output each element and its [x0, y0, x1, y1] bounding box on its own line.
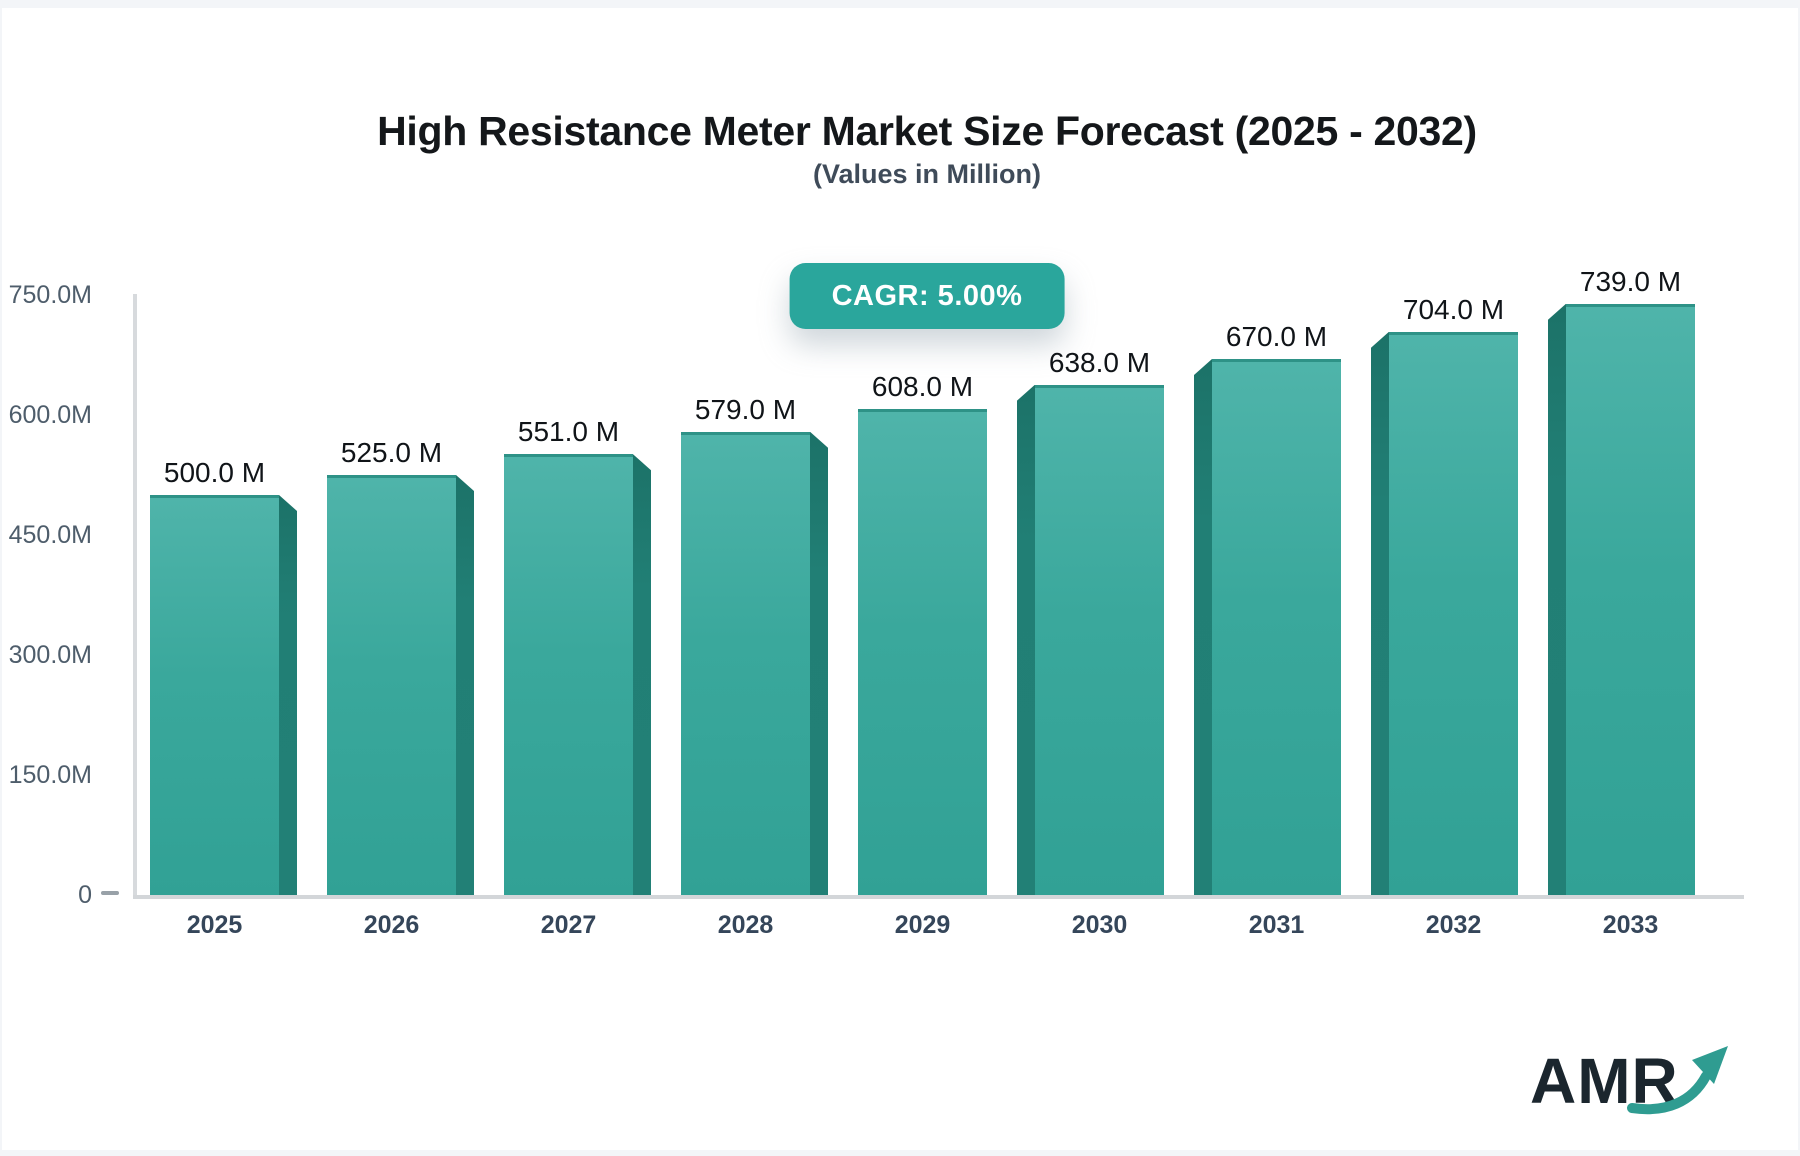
bar-3d-side — [279, 495, 297, 895]
bar-value-label: 551.0 M — [517, 416, 620, 448]
bar-3d-side — [1017, 384, 1035, 895]
x-axis-tick-label: 2029 — [894, 911, 951, 939]
bar-3d-side — [1371, 331, 1389, 895]
bar-2025 — [150, 495, 279, 895]
bar-chart: High Resistance Meter Market Size Foreca… — [2, 8, 1798, 1150]
bar-value-label: 525.0 M — [340, 437, 443, 468]
x-axis-tick-label: 2026 — [363, 911, 420, 939]
x-axis-tick-label: 2027 — [540, 911, 597, 939]
y-axis-tick-label: 0 — [78, 881, 92, 909]
growth-arrow-icon — [1627, 1046, 1728, 1115]
chart-title: High Resistance Meter Market Size Foreca… — [377, 108, 1477, 154]
x-axis-tick-label: 2031 — [1248, 911, 1305, 939]
y-axis-tick-label: 150.0M — [8, 761, 92, 789]
bar-value-label: 670.0 M — [1225, 321, 1328, 352]
bar-3d-side — [456, 475, 474, 895]
bar-2033 — [1566, 303, 1695, 895]
chart-card: High Resistance Meter Market Size Foreca… — [2, 8, 1798, 1150]
y-axis-line — [133, 294, 137, 895]
chart-subtitle: (Values in Million) — [812, 159, 1042, 189]
bar-3d-side — [810, 431, 828, 895]
y-axis-tick-label: 450.0M — [8, 521, 92, 549]
bar-2028 — [681, 431, 810, 895]
y-axis-tick-label: 600.0M — [8, 401, 92, 429]
y-axis-tick-label: 750.0M — [8, 281, 92, 309]
x-axis-tick-label: 2025 — [186, 911, 243, 939]
amr-logo: AMR — [1530, 1030, 1730, 1126]
x-axis-tick-label: 2033 — [1602, 911, 1659, 939]
bar-value-label: 579.0 M — [694, 393, 797, 425]
bar-2027 — [504, 454, 633, 895]
cagr-badge: CAGR: 5.00% — [789, 263, 1065, 329]
zero-tick-mark — [101, 891, 119, 895]
bar-2031 — [1212, 359, 1341, 895]
bar-2029 — [858, 408, 987, 895]
bar-value-label: 638.0 M — [1048, 346, 1151, 378]
x-axis-tick-label: 2032 — [1425, 911, 1482, 939]
x-axis-baseline — [133, 895, 1744, 899]
bar-value-label: 608.0 M — [871, 370, 974, 402]
bar-3d-side — [1194, 359, 1212, 895]
bar-3d-side — [1548, 303, 1566, 895]
bar-value-label: 500.0 M — [163, 457, 266, 488]
bar-2032 — [1389, 331, 1518, 895]
bar-2030 — [1035, 384, 1164, 895]
bar-value-label: 739.0 M — [1579, 265, 1682, 297]
bar-2026 — [327, 475, 456, 895]
bar-3d-side — [633, 454, 651, 895]
y-axis-tick-label: 300.0M — [8, 641, 92, 669]
x-axis-tick-label: 2030 — [1071, 911, 1128, 939]
bar-value-label: 704.0 M — [1402, 293, 1505, 325]
x-axis-tick-label: 2028 — [717, 911, 774, 939]
